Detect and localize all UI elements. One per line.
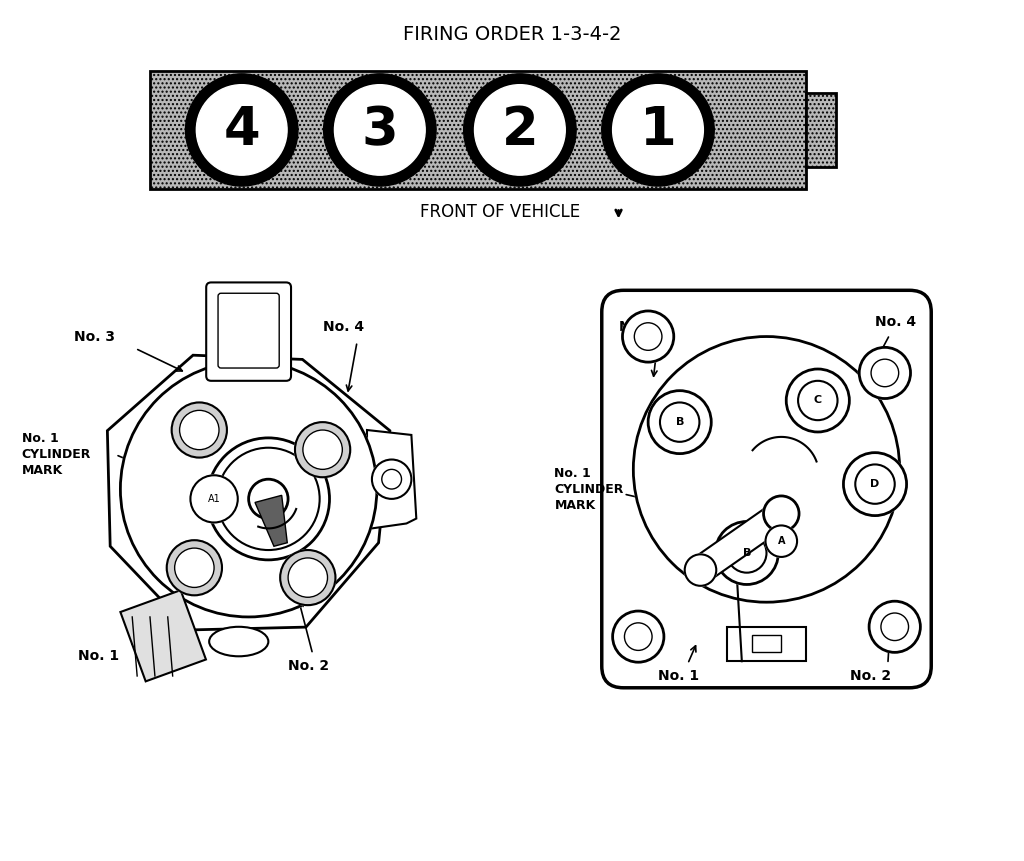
Circle shape [859, 347, 910, 399]
Circle shape [175, 548, 214, 587]
Circle shape [871, 359, 899, 387]
Bar [121, 590, 206, 681]
Text: 3: 3 [361, 104, 398, 156]
Text: No. 3: No. 3 [74, 330, 115, 344]
Circle shape [727, 533, 767, 573]
Circle shape [324, 74, 436, 186]
Circle shape [855, 464, 895, 504]
Circle shape [612, 611, 664, 662]
FancyBboxPatch shape [602, 290, 931, 688]
Circle shape [715, 522, 778, 585]
Text: No. 2: No. 2 [288, 660, 329, 673]
Text: D: D [870, 479, 880, 489]
Text: FIRING ORDER 1-3-4-2: FIRING ORDER 1-3-4-2 [402, 25, 622, 44]
Text: C: C [814, 395, 822, 406]
Text: B: B [676, 417, 684, 427]
Circle shape [281, 550, 336, 605]
Circle shape [303, 430, 342, 469]
FancyBboxPatch shape [727, 627, 806, 661]
Text: No. 1: No. 1 [658, 669, 699, 683]
Polygon shape [692, 502, 790, 581]
Circle shape [623, 311, 674, 362]
Polygon shape [255, 495, 288, 546]
Text: No. 3: No. 3 [618, 319, 659, 334]
Circle shape [197, 84, 287, 175]
Circle shape [625, 623, 652, 650]
Circle shape [372, 460, 412, 499]
Circle shape [172, 402, 227, 457]
Circle shape [766, 525, 797, 557]
Circle shape [167, 540, 222, 595]
Text: A1: A1 [208, 494, 220, 504]
Text: No. 1
CYLINDER
MARK: No. 1 CYLINDER MARK [554, 467, 624, 511]
Circle shape [844, 453, 906, 516]
Text: B: B [742, 548, 751, 558]
Text: FRONT OF VEHICLE: FRONT OF VEHICLE [420, 202, 581, 220]
Circle shape [648, 391, 712, 454]
Text: No. 4: No. 4 [876, 315, 916, 329]
Polygon shape [108, 356, 390, 630]
Circle shape [190, 475, 238, 523]
Circle shape [602, 74, 714, 186]
Circle shape [798, 381, 838, 420]
Circle shape [634, 323, 662, 350]
Circle shape [121, 361, 377, 617]
Circle shape [881, 613, 908, 641]
Circle shape [179, 411, 219, 449]
Text: 1: 1 [640, 104, 677, 156]
Circle shape [207, 438, 330, 560]
Circle shape [869, 601, 921, 653]
Circle shape [249, 480, 288, 518]
Text: No. 1: No. 1 [78, 649, 119, 663]
Text: 4: 4 [223, 104, 260, 156]
Circle shape [217, 448, 319, 550]
FancyBboxPatch shape [206, 282, 291, 381]
Circle shape [464, 74, 577, 186]
Text: A: A [777, 536, 785, 546]
Circle shape [659, 402, 699, 442]
Bar [806, 92, 836, 167]
Circle shape [382, 469, 401, 489]
Circle shape [786, 369, 849, 432]
Text: 2: 2 [502, 104, 539, 156]
Polygon shape [367, 430, 417, 529]
Circle shape [295, 422, 350, 477]
Circle shape [288, 558, 328, 598]
Text: No. 4: No. 4 [323, 319, 364, 334]
Text: No. 2: No. 2 [850, 669, 892, 683]
Circle shape [612, 84, 703, 175]
Ellipse shape [209, 627, 268, 656]
Text: No. 1
CYLINDER
MARK: No. 1 CYLINDER MARK [22, 432, 91, 477]
FancyBboxPatch shape [218, 294, 280, 368]
Bar [150, 71, 806, 189]
Circle shape [764, 496, 799, 531]
FancyBboxPatch shape [752, 635, 781, 653]
Circle shape [685, 554, 716, 585]
Circle shape [474, 84, 565, 175]
Circle shape [633, 337, 900, 602]
Circle shape [185, 74, 298, 186]
Circle shape [335, 84, 425, 175]
